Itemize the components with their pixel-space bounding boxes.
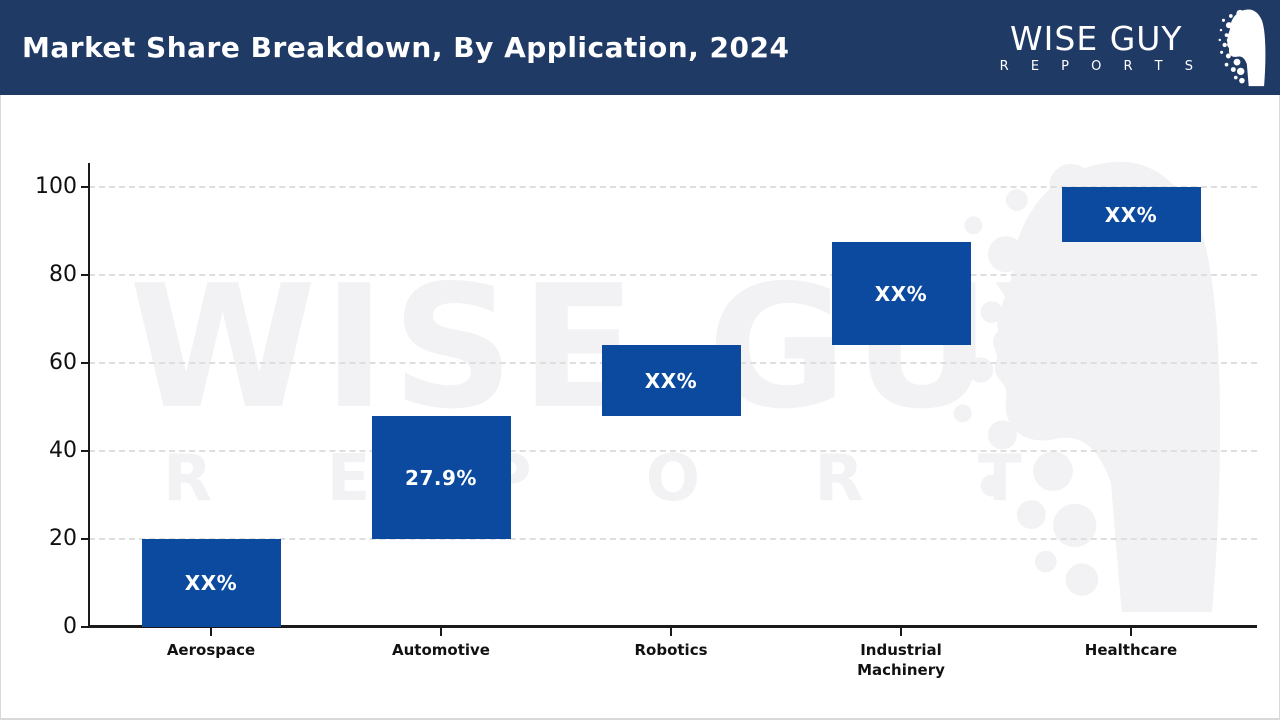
y-tick-label-20: 20 [49,526,77,551]
x-tick-label-healthcare: Healthcare [1084,641,1178,659]
x-tick-mark-automotive [440,628,442,636]
y-tick-label-40: 40 [49,438,77,463]
y-tick-mark-80 [81,274,89,276]
x-tick-mark-industrial-machinery [900,628,902,636]
watermark-subtitle: R E P O R T S [163,442,1229,516]
bar-aerospace: XX% [141,539,281,627]
x-tick-label-industrial-machinery: Industrial Machinery [857,641,945,679]
y-tick-mark-60 [81,362,89,364]
y-axis-line [88,163,90,627]
bar-value-label-automotive: 27.9% [405,465,477,490]
bar-value-label-aerospace: XX% [184,571,238,595]
logo-text: WISE GUY R E P O R T S [991,22,1202,74]
y-tick-label-0: 0 [63,614,77,639]
wise-guy-reports-logo: WISE GUY R E P O R T S [991,8,1270,88]
y-tick-mark-40 [81,450,89,452]
header-banner: Market Share Breakdown, By Application, … [0,0,1280,95]
page-title: Market Share Breakdown, By Application, … [22,31,790,64]
logo-wordmark: WISE GUY [1010,18,1183,58]
x-axis-line [89,625,1257,628]
y-tick-label-80: 80 [49,262,77,287]
bar-value-label-healthcare: XX% [1104,202,1158,227]
bar-automotive: 27.9% [371,416,511,539]
gridline-20 [89,538,1257,540]
x-tick-mark-robotics [670,628,672,636]
x-tick-mark-healthcare [1130,628,1132,636]
y-tick-mark-0 [81,626,89,628]
gridline-40 [89,450,1257,452]
bar-healthcare: XX% [1061,187,1201,242]
gridline-100 [89,186,1257,188]
logo-subtitle: R E P O R T S [999,58,1202,74]
chart-area: WISE GUY R E P O R T S 0 20 40 60 80 100 XX% Ae… [0,95,1280,720]
bar-robotics: XX% [601,345,741,417]
x-tick-label-robotics: Robotics [634,641,708,659]
bar-industrial-machinery: XX% [831,242,971,346]
bar-value-label-robotics: XX% [644,368,698,393]
y-tick-label-60: 60 [49,350,77,375]
y-tick-label-100: 100 [35,174,77,199]
y-tick-mark-20 [81,538,89,540]
x-tick-label-automotive: Automotive [392,641,490,659]
dotted-head-profile-icon [1218,8,1266,86]
bar-value-label-industrial-machinery: XX% [874,281,928,306]
gridline-80 [89,274,1257,276]
x-tick-mark-aerospace [210,628,212,636]
x-tick-label-aerospace: Aerospace [166,641,256,659]
y-tick-mark-100 [81,186,89,188]
